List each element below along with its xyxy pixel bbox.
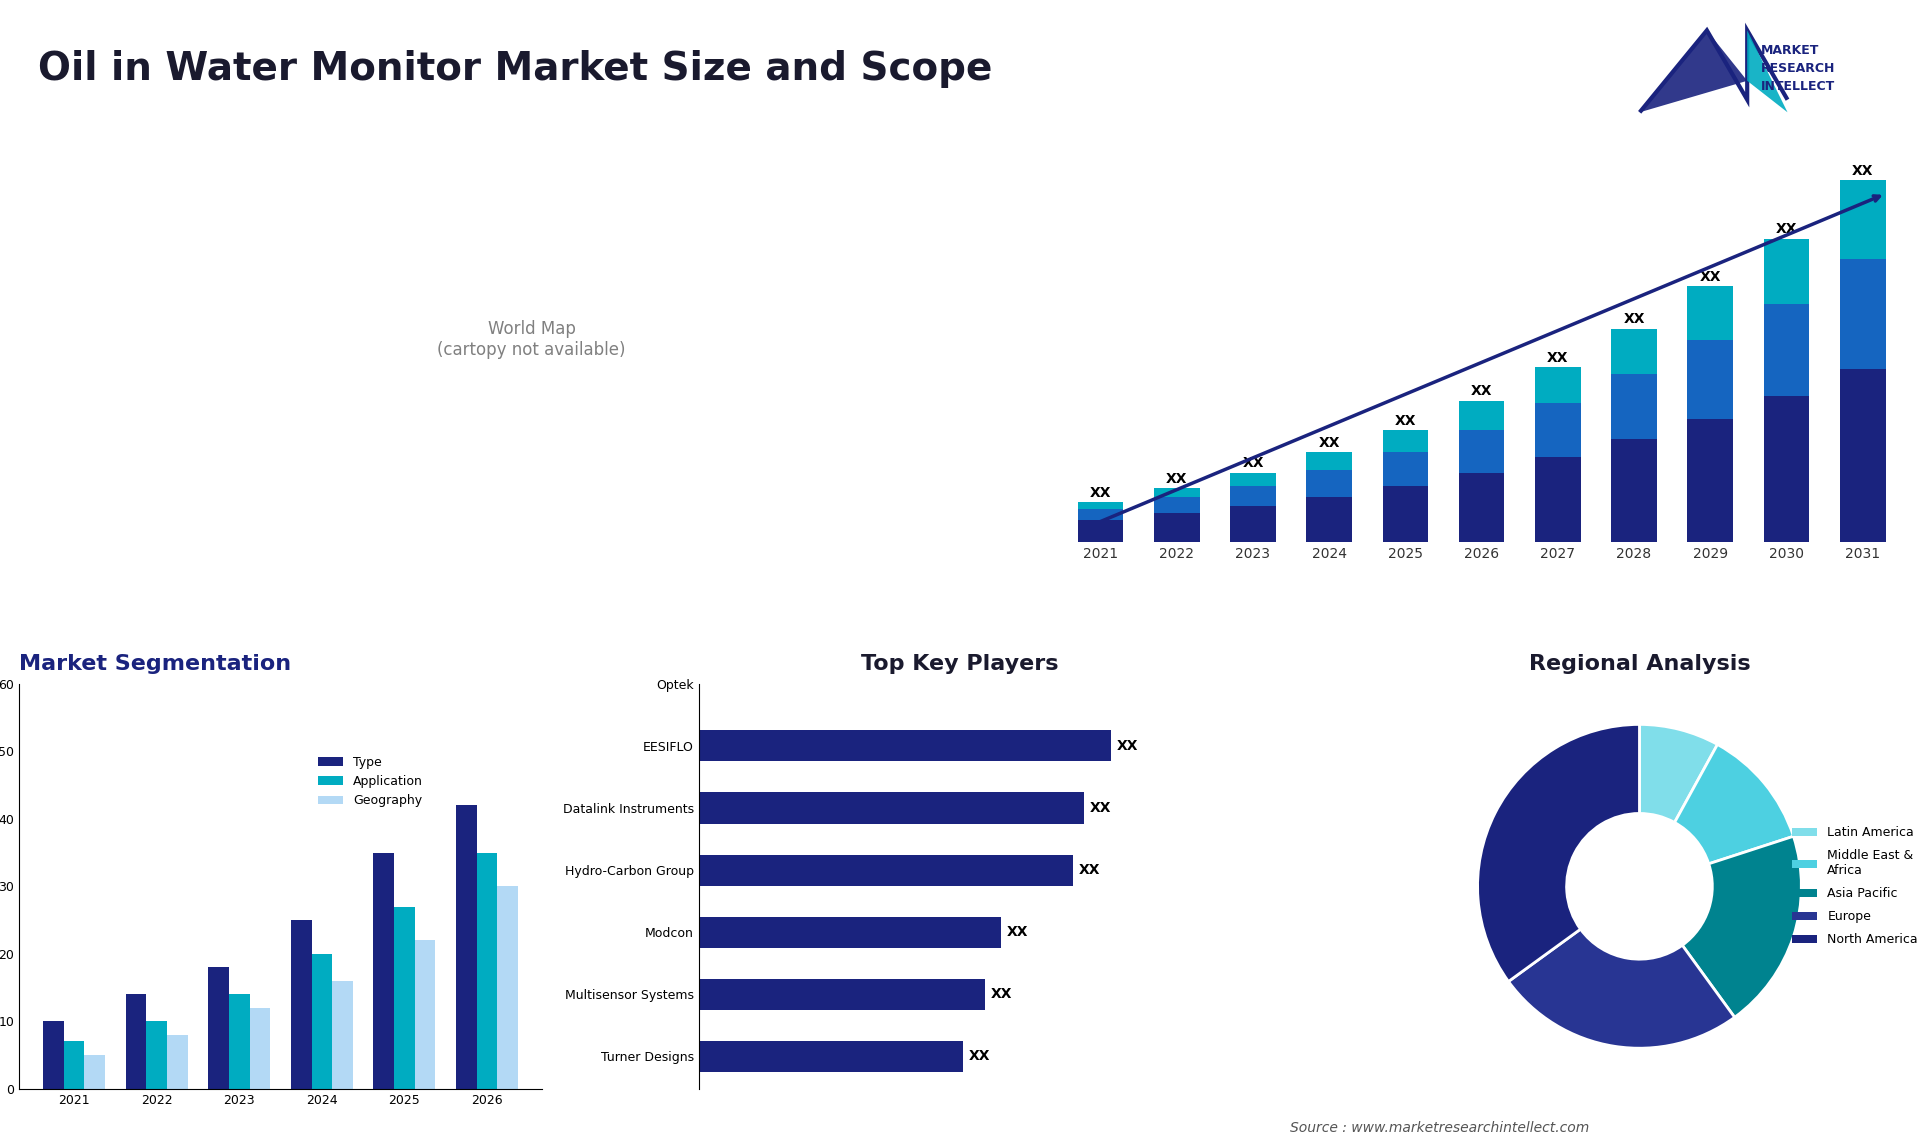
Bar bbox=[1077, 520, 1123, 542]
Title: Top Key Players: Top Key Players bbox=[862, 654, 1058, 674]
Text: XX: XX bbox=[1699, 269, 1720, 284]
Bar bbox=[1534, 457, 1580, 542]
Bar bbox=[1382, 486, 1428, 542]
Bar bbox=[1077, 502, 1123, 509]
Bar bbox=[1534, 367, 1580, 403]
Wedge shape bbox=[1674, 745, 1793, 864]
Wedge shape bbox=[1478, 724, 1640, 981]
Title: Regional Analysis: Regional Analysis bbox=[1528, 654, 1751, 674]
Bar bbox=[207, 967, 228, 1089]
Text: XX: XX bbox=[1853, 164, 1874, 178]
Bar bbox=[374, 853, 394, 1089]
Bar bbox=[1839, 180, 1885, 259]
Text: XX: XX bbox=[1079, 863, 1100, 877]
Bar bbox=[1611, 439, 1657, 542]
Text: XX: XX bbox=[968, 1049, 989, 1063]
Bar bbox=[1459, 401, 1505, 430]
Bar bbox=[1382, 430, 1428, 453]
Bar bbox=[1534, 403, 1580, 457]
Bar bbox=[1306, 453, 1352, 470]
Bar bbox=[476, 853, 497, 1089]
Text: XX: XX bbox=[1394, 414, 1417, 427]
Bar bbox=[250, 1007, 271, 1089]
Legend: Latin America, Middle East &
Africa, Asia Pacific, Europe, North America: Latin America, Middle East & Africa, Asi… bbox=[1788, 822, 1920, 951]
Text: MARKET
RESEARCH
INTELLECT: MARKET RESEARCH INTELLECT bbox=[1761, 44, 1836, 93]
Bar bbox=[311, 953, 332, 1089]
Bar bbox=[1611, 374, 1657, 439]
Bar bbox=[699, 979, 985, 1010]
Bar bbox=[84, 1055, 106, 1089]
Bar bbox=[1306, 470, 1352, 497]
Bar bbox=[1231, 472, 1277, 486]
Text: XX: XX bbox=[1089, 801, 1112, 815]
Text: XX: XX bbox=[1548, 351, 1569, 364]
Text: XX: XX bbox=[1006, 925, 1029, 939]
Text: XX: XX bbox=[1319, 437, 1340, 450]
Text: XX: XX bbox=[1776, 222, 1797, 236]
Bar bbox=[699, 855, 1073, 886]
Bar bbox=[457, 806, 476, 1089]
Text: XX: XX bbox=[1622, 313, 1645, 327]
Bar bbox=[1764, 397, 1809, 542]
Text: XX: XX bbox=[1091, 486, 1112, 500]
Bar bbox=[332, 981, 353, 1089]
Bar bbox=[1459, 430, 1505, 472]
Bar bbox=[394, 906, 415, 1089]
Polygon shape bbox=[1747, 31, 1788, 112]
Text: XX: XX bbox=[1165, 472, 1188, 486]
Text: XX: XX bbox=[1242, 456, 1263, 470]
Bar bbox=[125, 995, 146, 1089]
Bar bbox=[167, 1035, 188, 1089]
Text: XX: XX bbox=[1471, 384, 1492, 399]
Text: Source : www.marketresearchintellect.com: Source : www.marketresearchintellect.com bbox=[1290, 1121, 1590, 1135]
Text: XX: XX bbox=[1117, 739, 1139, 753]
Bar bbox=[1688, 340, 1734, 418]
Bar bbox=[699, 917, 1000, 948]
Bar bbox=[1839, 259, 1885, 369]
Bar bbox=[1306, 497, 1352, 542]
Bar bbox=[1154, 488, 1200, 497]
Text: World Map
(cartopy not available): World Map (cartopy not available) bbox=[438, 321, 626, 360]
Bar bbox=[146, 1021, 167, 1089]
Bar bbox=[699, 793, 1083, 824]
Bar bbox=[699, 730, 1112, 761]
Wedge shape bbox=[1682, 837, 1801, 1018]
Bar bbox=[1231, 486, 1277, 507]
Bar bbox=[228, 995, 250, 1089]
Bar bbox=[1154, 513, 1200, 542]
Bar bbox=[290, 920, 311, 1089]
Legend: Type, Application, Geography: Type, Application, Geography bbox=[313, 751, 428, 813]
Bar bbox=[1077, 509, 1123, 520]
Bar bbox=[1764, 238, 1809, 304]
Text: Market Segmentation: Market Segmentation bbox=[19, 654, 292, 674]
Bar bbox=[42, 1021, 63, 1089]
Bar bbox=[1382, 453, 1428, 486]
Bar bbox=[699, 1041, 962, 1072]
Text: Oil in Water Monitor Market Size and Scope: Oil in Water Monitor Market Size and Sco… bbox=[38, 49, 993, 88]
Wedge shape bbox=[1640, 724, 1718, 823]
Bar bbox=[1459, 472, 1505, 542]
Bar bbox=[63, 1042, 84, 1089]
Bar bbox=[415, 940, 436, 1089]
Bar bbox=[1611, 329, 1657, 374]
Text: XX: XX bbox=[991, 987, 1012, 1002]
Wedge shape bbox=[1509, 929, 1734, 1049]
Bar bbox=[1764, 304, 1809, 397]
Bar bbox=[1839, 369, 1885, 542]
Bar bbox=[1154, 497, 1200, 513]
Bar bbox=[1231, 507, 1277, 542]
Polygon shape bbox=[1640, 31, 1747, 112]
Bar bbox=[1688, 286, 1734, 340]
Bar bbox=[497, 886, 518, 1089]
Bar bbox=[1688, 418, 1734, 542]
